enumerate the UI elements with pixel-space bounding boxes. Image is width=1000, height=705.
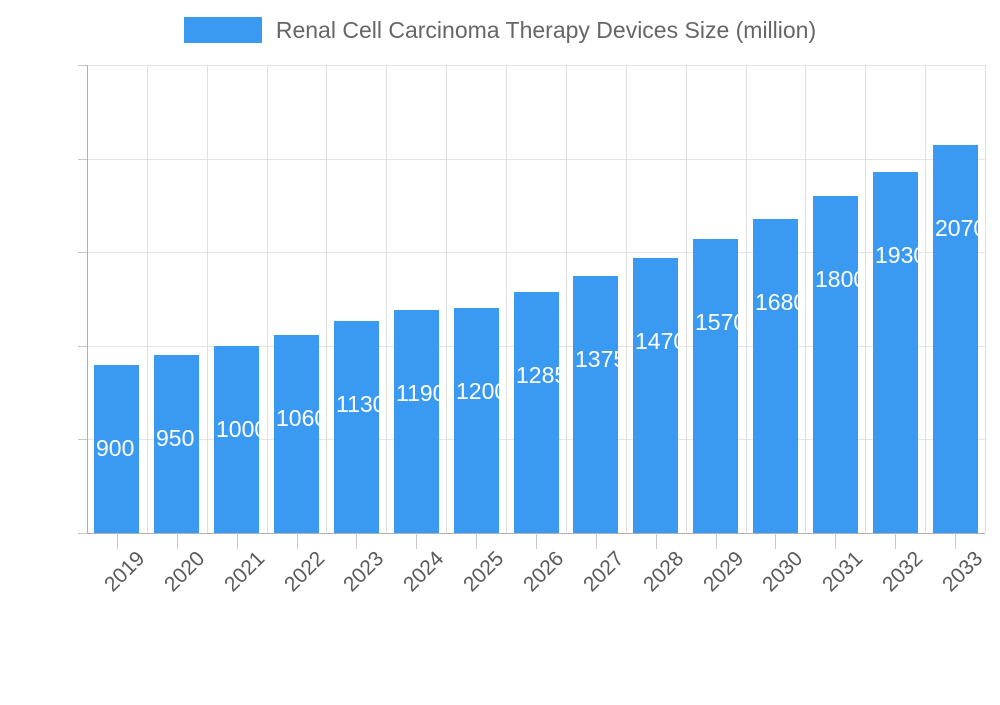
gridline-vertical: [267, 65, 268, 533]
gridline-vertical: [326, 65, 327, 533]
x-axis-tick-mark: [536, 533, 537, 549]
gridline-vertical: [805, 65, 806, 533]
bar[interactable]: [813, 196, 858, 533]
chart-legend: Renal Cell Carcinoma Therapy Devices Siz…: [0, 14, 1000, 46]
bar[interactable]: [514, 292, 559, 533]
x-axis-tick-mark: [596, 533, 597, 549]
gridline-vertical: [446, 65, 447, 533]
bar[interactable]: [753, 218, 798, 533]
gridline-vertical: [985, 65, 986, 533]
bar[interactable]: [274, 334, 319, 533]
gridline-horizontal: [87, 158, 985, 160]
gridline-vertical: [566, 65, 567, 533]
x-axis-tick-mark: [476, 533, 477, 549]
gridline-vertical: [925, 65, 926, 533]
gridline-vertical: [207, 65, 208, 533]
gridline-vertical: [746, 65, 747, 533]
x-axis-tick-mark: [356, 533, 357, 549]
y-axis-tick-mark: [78, 158, 87, 160]
x-axis-tick-mark: [955, 533, 956, 549]
y-axis-tick-mark: [78, 252, 87, 254]
x-axis-tick-mark: [177, 533, 178, 549]
gridline-horizontal: [87, 65, 985, 66]
y-axis-tick-mark: [78, 345, 87, 347]
gridline-vertical: [626, 65, 627, 533]
x-axis-tick-mark: [895, 533, 896, 549]
y-axis-tick-mark: [78, 533, 87, 534]
gridline-vertical: [87, 65, 88, 533]
gridline-vertical: [506, 65, 507, 533]
y-axis-tick-mark: [78, 439, 87, 441]
x-axis-tick-mark: [237, 533, 238, 549]
bar[interactable]: [214, 345, 259, 533]
bar[interactable]: [573, 275, 618, 533]
bar[interactable]: [933, 145, 978, 533]
gridline-vertical: [686, 65, 687, 533]
y-axis-tick-mark: [78, 65, 87, 66]
x-axis-tick-mark: [716, 533, 717, 549]
gridline-vertical: [147, 65, 148, 533]
plot-area: 05001000150020002500 2019202020212022202…: [78, 65, 987, 596]
x-axis-tick-mark: [775, 533, 776, 549]
x-axis-tick-mark: [117, 533, 118, 549]
bar[interactable]: [873, 171, 918, 533]
x-axis-tick-mark: [835, 533, 836, 549]
bar[interactable]: [394, 310, 439, 533]
bar[interactable]: [94, 364, 139, 533]
bar[interactable]: [334, 321, 379, 533]
bar[interactable]: [454, 308, 499, 533]
bar[interactable]: [154, 355, 199, 533]
x-axis-tick-mark: [416, 533, 417, 549]
x-axis-tick-mark: [297, 533, 298, 549]
x-axis-tick-mark: [656, 533, 657, 549]
legend-series-label: Renal Cell Carcinoma Therapy Devices Siz…: [275, 17, 817, 43]
gridline-vertical: [865, 65, 866, 533]
gridline-vertical: [386, 65, 387, 533]
bar-chart: Renal Cell Carcinoma Therapy Devices Siz…: [0, 14, 1000, 596]
bar[interactable]: [693, 239, 738, 533]
gridline-horizontal: [87, 252, 985, 254]
bar[interactable]: [633, 257, 678, 533]
legend-color-swatch[interactable]: [183, 17, 262, 43]
